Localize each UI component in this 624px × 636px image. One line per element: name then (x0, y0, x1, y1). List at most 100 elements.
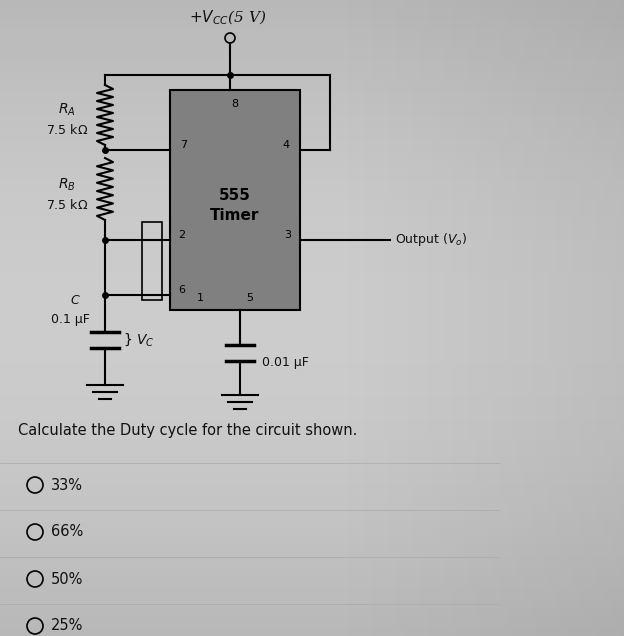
Bar (357, 0, 358, 636)
Bar (0, 511, 624, 512)
Bar (419, 0, 420, 636)
Bar (0, 495, 624, 496)
Bar (551, 0, 552, 636)
Bar (0, 580, 624, 581)
Bar (0, 615, 624, 616)
Bar (532, 0, 533, 636)
Bar (617, 0, 618, 636)
Bar (0, 266, 624, 267)
Bar (454, 0, 455, 636)
Bar (0, 88, 624, 89)
Bar (0, 273, 624, 274)
Bar (0, 569, 624, 570)
Bar (0, 242, 624, 243)
Bar (507, 0, 508, 636)
Bar (0, 16, 624, 17)
Bar (566, 0, 567, 636)
Bar (0, 181, 624, 182)
Bar (0, 23, 624, 24)
Bar (0, 341, 624, 342)
Bar (0, 440, 624, 441)
Bar (552, 0, 553, 636)
Bar (142, 222, 162, 300)
Bar (0, 252, 624, 253)
Bar (381, 0, 382, 636)
Bar (497, 0, 498, 636)
Bar (0, 33, 624, 34)
Bar (0, 183, 624, 184)
Bar (376, 0, 377, 636)
Bar (0, 564, 624, 565)
Bar (0, 343, 624, 344)
Bar (0, 599, 624, 600)
Bar (0, 338, 624, 339)
Bar (0, 613, 624, 614)
Bar (614, 0, 615, 636)
Bar (447, 0, 448, 636)
Bar (594, 0, 595, 636)
Bar (0, 167, 624, 168)
Bar (0, 433, 624, 434)
Bar (0, 124, 624, 125)
Bar (464, 0, 465, 636)
Bar (0, 451, 624, 452)
Bar (0, 532, 624, 533)
Bar (0, 259, 624, 260)
Bar (0, 28, 624, 29)
Text: 0.1 μF: 0.1 μF (51, 314, 89, 326)
Bar (0, 205, 624, 206)
Bar (0, 385, 624, 386)
Bar (0, 390, 624, 391)
Text: } $V_C$: } $V_C$ (123, 331, 155, 349)
Bar (451, 0, 452, 636)
Bar (0, 331, 624, 332)
Bar (0, 345, 624, 346)
Bar (0, 222, 624, 223)
Bar (541, 0, 542, 636)
Bar (466, 0, 467, 636)
Bar (0, 603, 624, 604)
Bar (0, 269, 624, 270)
Bar (0, 241, 624, 242)
Bar (0, 70, 624, 71)
Bar (0, 31, 624, 32)
Bar (0, 384, 624, 385)
Bar (0, 594, 624, 595)
Bar (555, 0, 556, 636)
Bar (0, 134, 624, 135)
Bar (429, 0, 430, 636)
Bar (0, 324, 624, 325)
Bar (0, 494, 624, 495)
Bar (0, 538, 624, 539)
Bar (514, 0, 515, 636)
Bar (393, 0, 394, 636)
Bar (0, 54, 624, 55)
Bar (0, 293, 624, 294)
Bar (0, 486, 624, 487)
Bar (481, 0, 482, 636)
Bar (601, 0, 602, 636)
Bar (589, 0, 590, 636)
Bar (0, 6, 624, 7)
Bar (0, 350, 624, 351)
Bar (0, 475, 624, 476)
Bar (384, 0, 385, 636)
Bar (0, 129, 624, 130)
Bar (505, 0, 506, 636)
Bar (0, 231, 624, 232)
Bar (537, 0, 538, 636)
Bar (0, 407, 624, 408)
Bar (0, 395, 624, 396)
Bar (0, 610, 624, 611)
Bar (0, 434, 624, 435)
Bar (0, 37, 624, 38)
Bar (0, 194, 624, 195)
Bar (0, 396, 624, 397)
Bar (0, 314, 624, 315)
Bar (0, 52, 624, 53)
Bar (411, 0, 412, 636)
Bar (0, 480, 624, 481)
Bar (563, 0, 564, 636)
Bar (0, 12, 624, 13)
Bar (0, 507, 624, 508)
